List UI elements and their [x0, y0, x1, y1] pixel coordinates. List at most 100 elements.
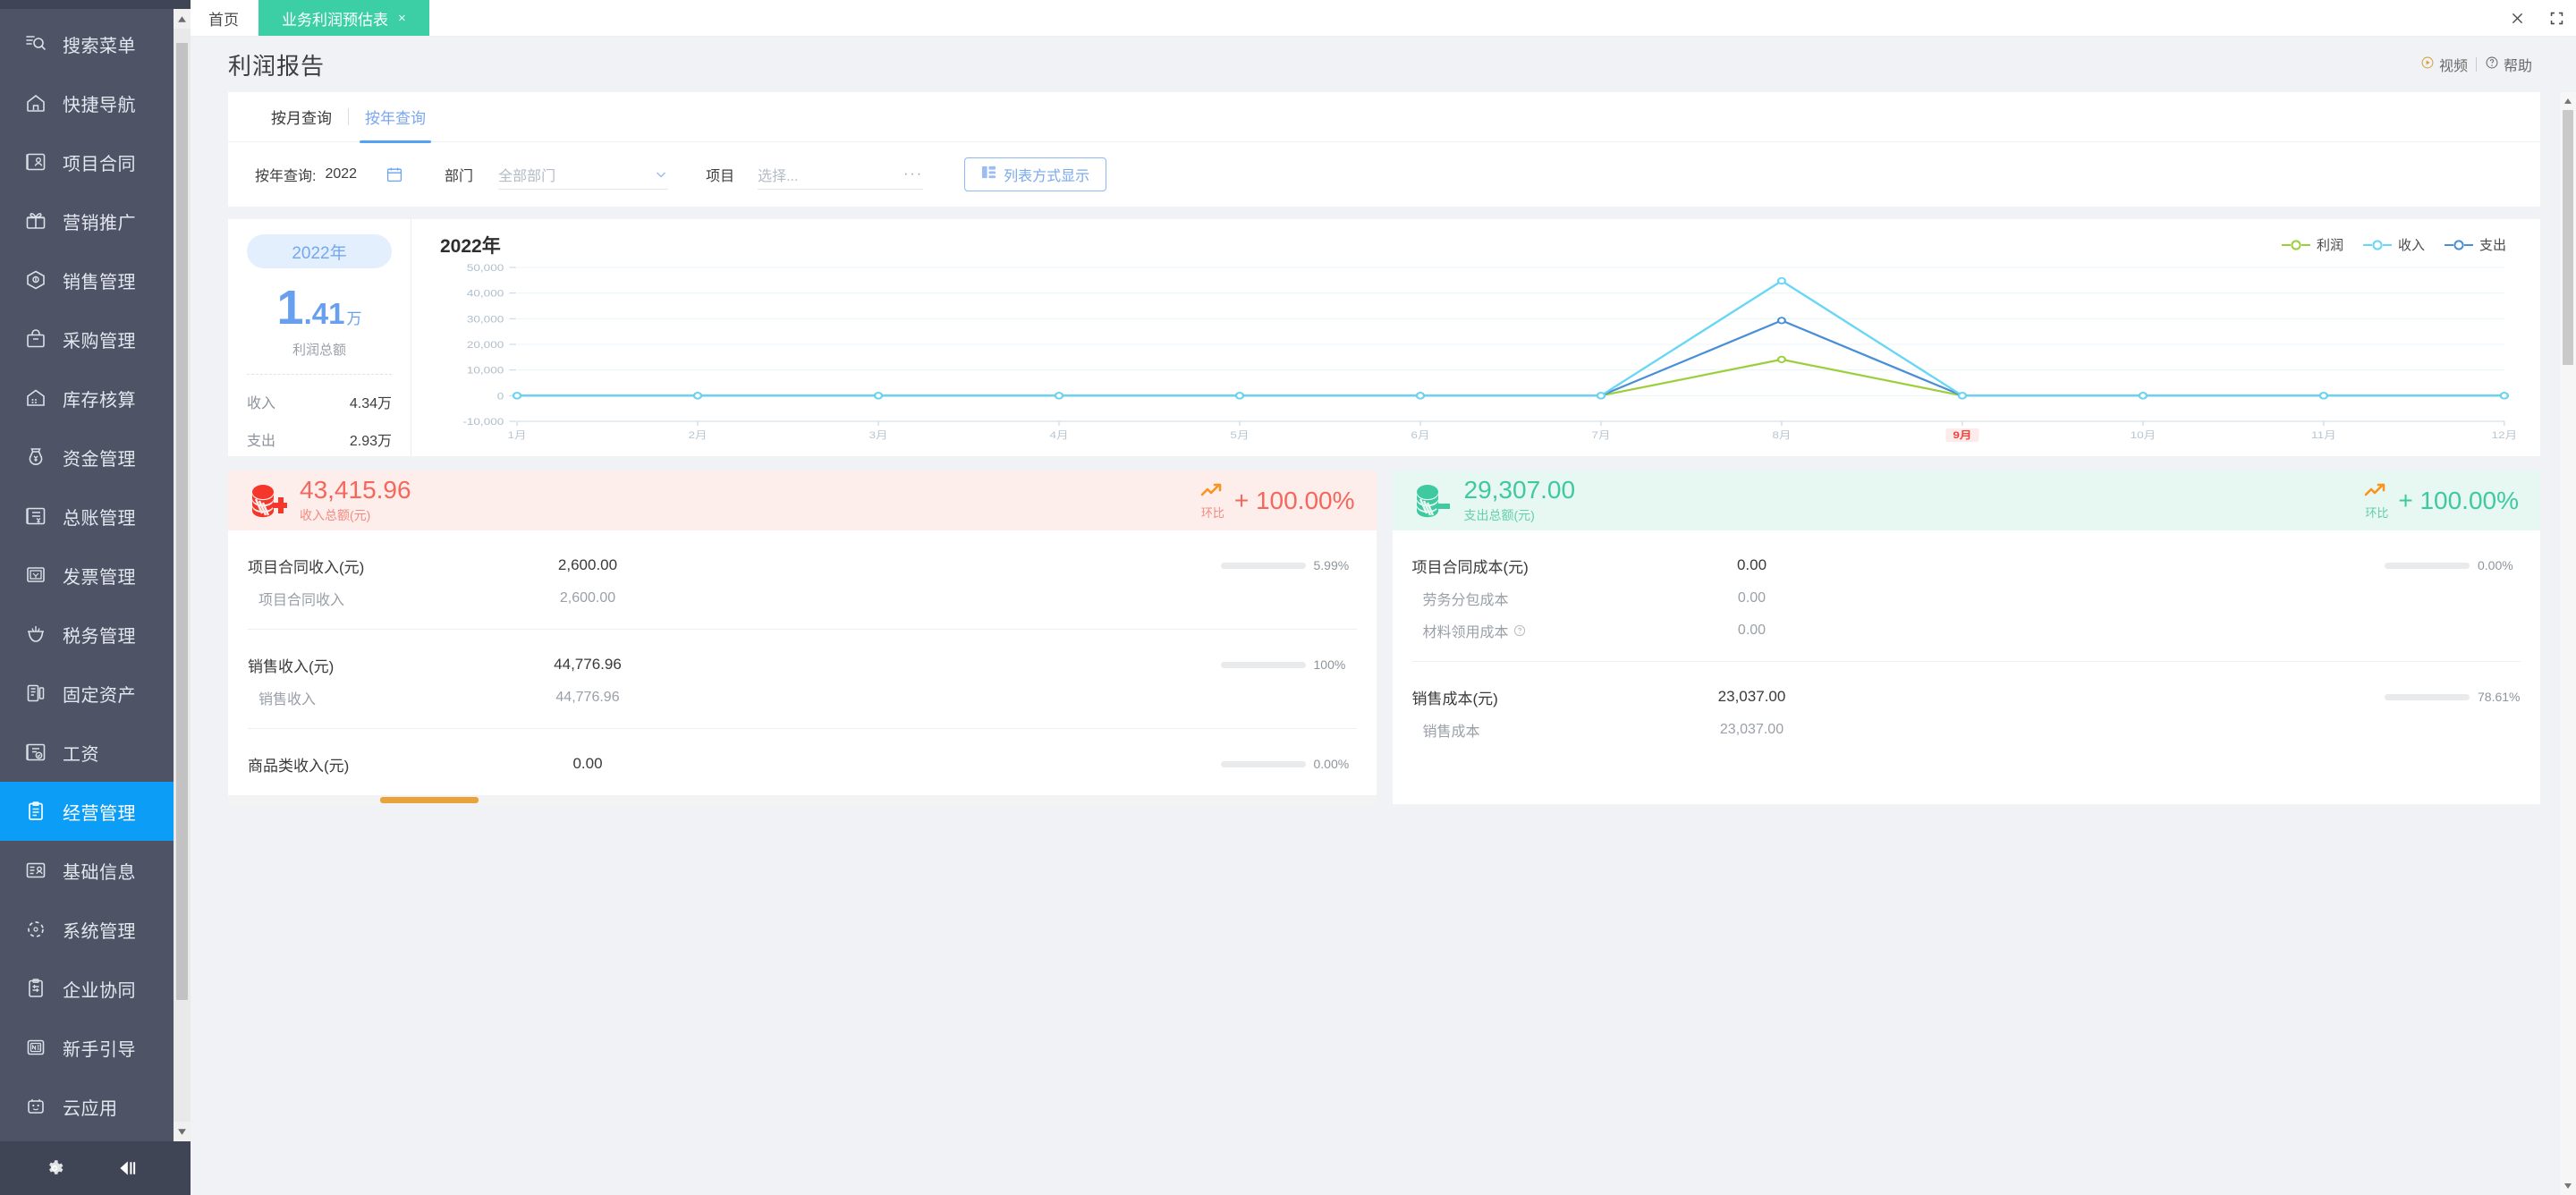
legend-item-2[interactable]: 支出: [2444, 235, 2506, 254]
row-progress: 5.99%: [1220, 558, 1357, 572]
revenue-total-amount: 43,415.96: [300, 475, 411, 504]
row-progress: 0.00%: [2385, 558, 2521, 572]
header-actions: 视频 帮助: [2412, 54, 2540, 75]
calendar-icon[interactable]: [386, 165, 403, 183]
sidebar-item-4[interactable]: 销售管理: [0, 250, 191, 309]
list-view-button-label: 列表方式显示: [1004, 169, 1090, 184]
detail-cards: 43,415.96 收入总额(元) 环比 + 100.00%: [228, 470, 2540, 804]
progress-label: 0.00%: [1313, 757, 1350, 771]
svg-text:4月: 4月: [1049, 429, 1068, 440]
content-scroll-thumb[interactable]: [2563, 110, 2573, 365]
sidebar-scroll-track[interactable]: [174, 29, 191, 1122]
tab-close-icon[interactable]: ×: [398, 10, 406, 26]
progress-label: 0.00%: [2478, 558, 2513, 572]
help-icon[interactable]: [1513, 624, 1526, 637]
sidebar-item-7[interactable]: 资金管理: [0, 428, 191, 487]
sidebar-item-label: 云应用: [63, 1098, 118, 1119]
collapse-icon[interactable]: [117, 1158, 137, 1178]
legend-item-1[interactable]: 收入: [2362, 235, 2425, 254]
sidebar-item-0[interactable]: 搜索菜单: [0, 14, 191, 73]
project-filter[interactable]: 项目 选择... ···: [706, 159, 924, 190]
sidebar-item-1[interactable]: 快捷导航: [0, 73, 191, 132]
revenue-total-caption: 收入总额(元): [300, 508, 371, 523]
sidebar-item-label: 新手引导: [63, 1039, 136, 1060]
tab-query-by-year[interactable]: 按年查询: [349, 92, 442, 143]
year-filter-value: 2022: [325, 166, 358, 182]
content-scroll-up-icon[interactable]: [2560, 92, 2576, 110]
department-select[interactable]: 全部部门: [498, 159, 669, 190]
revenue-horizontal-scrollbar[interactable]: [228, 795, 1377, 804]
sidebar-item-12[interactable]: 工资: [0, 723, 191, 782]
subtab-divider: [348, 108, 349, 125]
kpi-row-income: 收入 4.34万: [247, 391, 392, 412]
year-filter[interactable]: 按年查询: 2022: [255, 164, 403, 185]
revenue-card-text: 43,415.96 收入总额(元): [300, 475, 411, 524]
revenue-rows: 项目合同收入(元) 2,600.00 5.99% 项目合同收入 2,600.00 销售收入…: [228, 530, 1377, 795]
department-filter[interactable]: 部门 全部部门: [445, 159, 669, 190]
revenue-horizontal-scroll-thumb[interactable]: [380, 797, 479, 803]
profit-kpi-card: 2022年 1 .41 万 利润总额 收入 4.34万 支出 2.93万: [228, 219, 411, 456]
fullscreen-icon[interactable]: [2537, 0, 2576, 36]
progress-track: [1220, 661, 1306, 668]
sidebar-item-2[interactable]: 项目合同: [0, 132, 191, 191]
sidebar-item-5[interactable]: 采购管理: [0, 309, 191, 369]
header-divider: [2475, 57, 2477, 72]
sidebar-item-3[interactable]: 营销推广: [0, 191, 191, 250]
sidebar-item-8[interactable]: 总账管理: [0, 487, 191, 546]
content-scroll-track[interactable]: [2560, 110, 2576, 1177]
sidebar-item-11[interactable]: 固定资产: [0, 664, 191, 723]
row-group: 商品类收入(元) 0.00 0.00%: [248, 729, 1357, 795]
sidebar-item-label: 采购管理: [63, 331, 136, 352]
sidebar-menu: 搜索菜单 快捷导航 项目合同 营销推广 销售管理采购管理库存核算 资金管理 总账管理 发票管理…: [0, 9, 191, 1141]
sidebar-item-14[interactable]: 基础信息: [0, 841, 191, 900]
chart-plot: -10,000 0 10,000 20,000 30,000 40,000 50,000 1月…: [462, 262, 2518, 442]
expense-trend-caption: 环比: [2365, 505, 2389, 520]
tab-query-by-year-label: 按年查询: [365, 110, 426, 127]
scroll-down-icon[interactable]: [174, 1122, 191, 1141]
legend-marker-icon: [2362, 239, 2392, 250]
sidebar-item-18[interactable]: 云应用: [0, 1077, 191, 1136]
legend-item-0[interactable]: 利润: [2281, 235, 2343, 254]
sidebar-item-15[interactable]: 系统管理: [0, 900, 191, 959]
tab-home[interactable]: 首页: [191, 0, 258, 36]
content-scroll-area: 按月查询 按年查询 按年查询: 2022: [191, 92, 2576, 1195]
project-more-icon[interactable]: ···: [903, 165, 924, 182]
gear-icon[interactable]: [45, 1158, 64, 1178]
collab-icon: [24, 977, 47, 1000]
video-link-label: 视频: [2438, 59, 2468, 74]
help-icon: [2485, 55, 2499, 74]
scroll-up-icon[interactable]: [174, 9, 191, 29]
sidebar-item-6[interactable]: 库存核算: [0, 369, 191, 428]
kpi-unit: 万: [346, 310, 362, 327]
tab-query-by-month[interactable]: 按月查询: [255, 92, 348, 142]
coin-stack-plus-icon: [248, 481, 287, 521]
revenue-trend: 环比 + 100.00%: [1199, 481, 1355, 521]
sidebar-item-16[interactable]: 企业协同: [0, 959, 191, 1018]
sidebar-top-strip: [0, 0, 191, 9]
sidebar-item-9[interactable]: 发票管理: [0, 546, 191, 605]
content-scroll-down-icon[interactable]: [2560, 1177, 2576, 1195]
id-card-icon: [24, 859, 47, 882]
project-select[interactable]: 选择... ···: [758, 159, 924, 190]
content-scrollbar[interactable]: [2560, 92, 2576, 1195]
expense-card-text: 29,307.00 支出总额(元): [1464, 476, 1576, 524]
tab-query-by-month-label: 按月查询: [271, 110, 332, 127]
svg-text:20,000: 20,000: [467, 339, 504, 350]
sidebar-item-13[interactable]: 经营管理: [0, 782, 191, 841]
help-link-label: 帮助: [2503, 59, 2532, 74]
system-dashed-circle-icon: [24, 918, 47, 941]
tab-profit-estimate[interactable]: 业务利润预估表 ×: [258, 0, 429, 36]
list-view-button[interactable]: 列表方式显示: [964, 157, 1107, 191]
svg-text:12月: 12月: [2492, 429, 2518, 440]
sidebar-item-10[interactable]: 税务管理: [0, 605, 191, 664]
sidebar-scroll-thumb[interactable]: [176, 43, 188, 1000]
search-menu-icon: [24, 32, 47, 55]
sidebar-item-label: 基础信息: [63, 862, 136, 883]
help-link[interactable]: 帮助: [2477, 54, 2540, 75]
close-icon[interactable]: [2497, 0, 2537, 36]
sidebar-item-17[interactable]: 新手引导: [0, 1018, 191, 1077]
sidebar-scrollbar[interactable]: [174, 9, 191, 1141]
video-link[interactable]: 视频: [2412, 54, 2476, 75]
row-value: 0.00: [1737, 623, 1767, 638]
row-value: 23,037.00: [1719, 722, 1784, 737]
